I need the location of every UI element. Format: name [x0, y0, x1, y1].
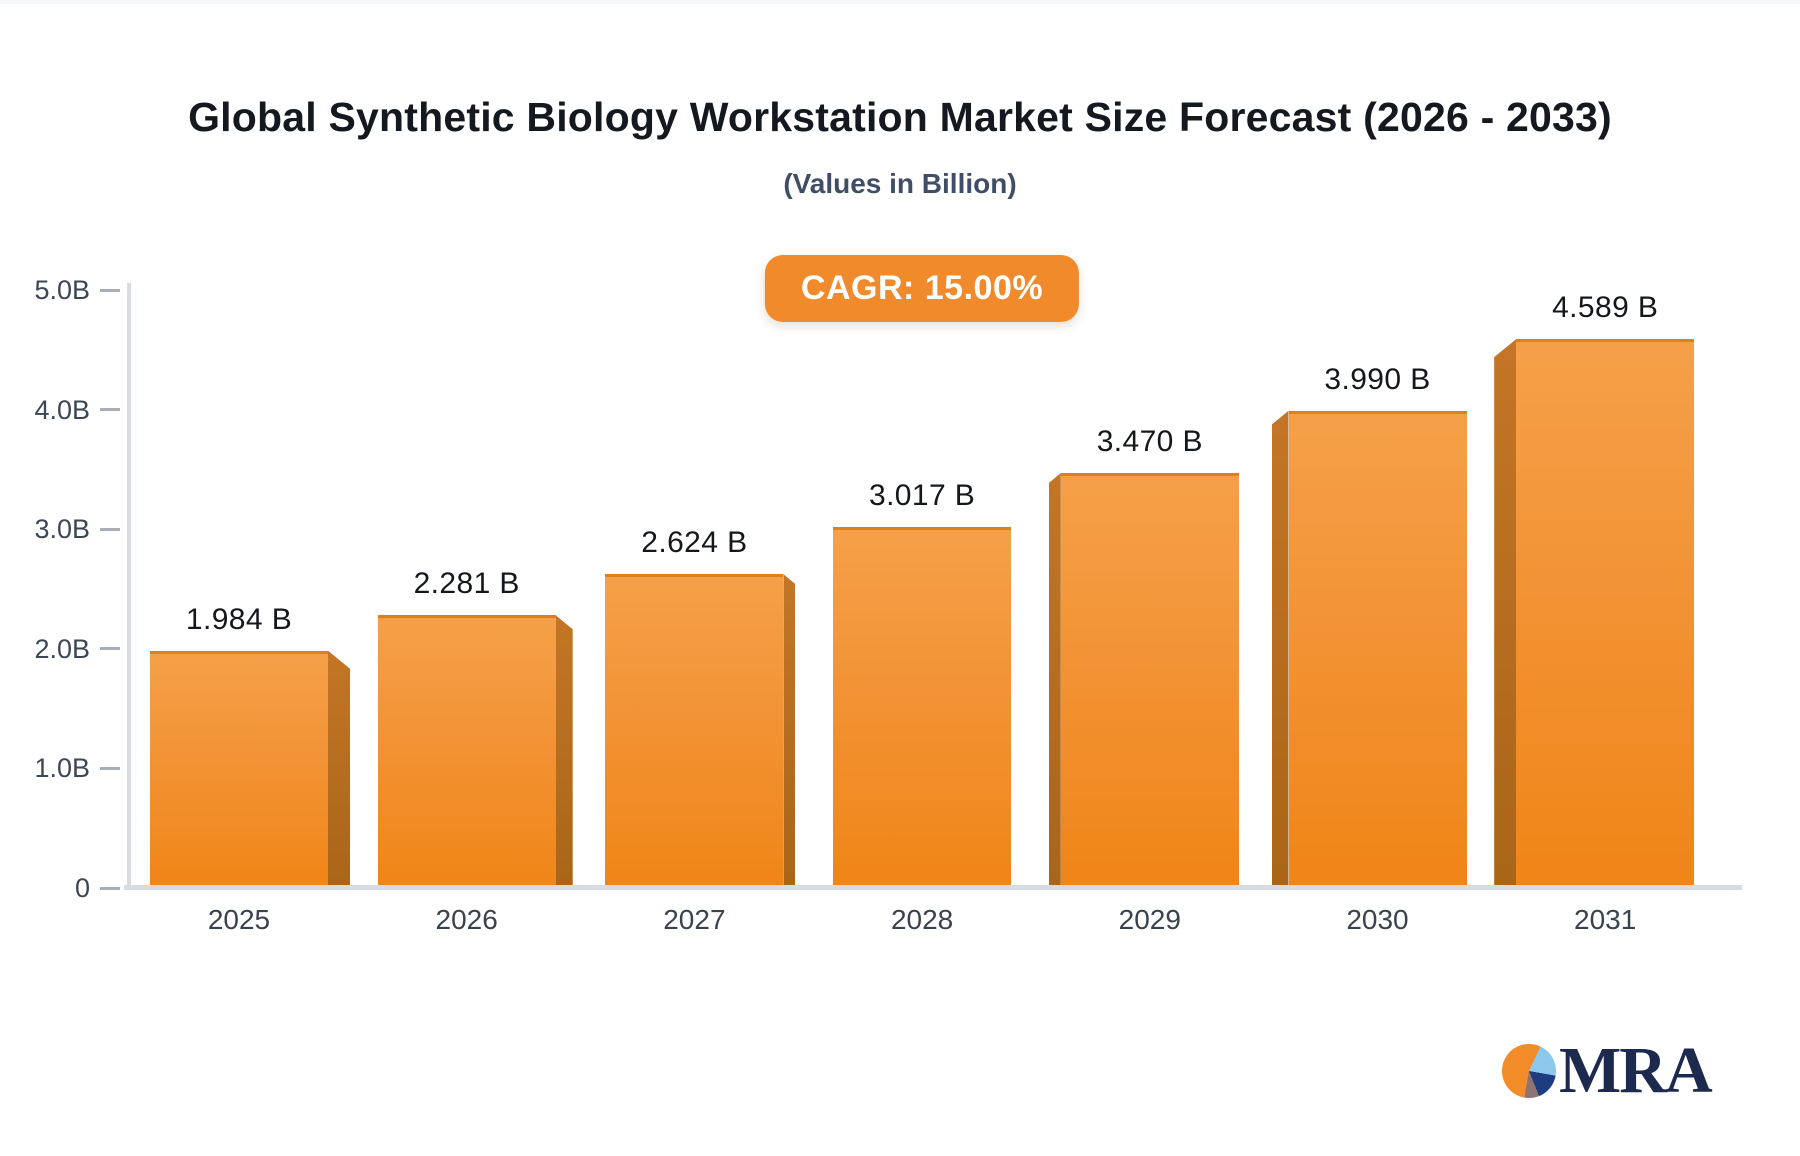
- bar-2028: [833, 527, 1012, 888]
- bar-side-panel: [1494, 339, 1517, 888]
- y-tick-label: 0: [74, 873, 90, 903]
- bar-value-label: 1.984 B: [185, 602, 293, 636]
- bar-2031: [1516, 339, 1695, 888]
- brand-logo: MRA: [1502, 1034, 1713, 1107]
- bar-2025: [150, 650, 328, 888]
- cagr-badge-label: CAGR: 15.00%: [800, 269, 1044, 307]
- bar-2030: [1288, 410, 1467, 888]
- bar-value-label: 2.281 B: [413, 567, 520, 601]
- x-tick-label: 2031: [1574, 904, 1637, 935]
- x-axis-line: [124, 885, 1742, 890]
- y-tick-label: 1.0B: [34, 753, 90, 784]
- bar-side-panel: [555, 615, 573, 888]
- y-tick-label: 5.0B: [34, 275, 90, 305]
- y-tick-mark: [100, 647, 120, 651]
- bar-value-label: 3.470 B: [1096, 424, 1203, 458]
- y-tick-label: 3.0B: [34, 514, 90, 545]
- bar-value-label: 4.589 B: [1552, 291, 1659, 325]
- y-tick-label: 4.0B: [34, 394, 90, 425]
- card-top-edge: [0, 0, 1800, 4]
- bar-value-label: 3.990 B: [1324, 362, 1431, 396]
- x-tick-label: 2028: [890, 904, 954, 935]
- bar-2027: [605, 574, 784, 888]
- y-axis-line: [127, 283, 131, 888]
- chart-subtitle: (Values in Billion): [783, 168, 1017, 199]
- bar-2029: [1060, 472, 1239, 888]
- bar-side-panel: [1048, 472, 1061, 888]
- y-tick-mark: [100, 288, 120, 292]
- y-tick-mark: [100, 766, 120, 770]
- x-tick-label: 2026: [435, 904, 498, 935]
- bar-side-panel: [1271, 410, 1289, 888]
- pie-chart-logo-icon: [1502, 1044, 1556, 1098]
- x-tick-label: 2027: [663, 904, 726, 935]
- bar-side-panel: [783, 574, 796, 888]
- chart-title: Global Synthetic Biology Workstation Mar…: [188, 94, 1612, 140]
- bar-2026: [377, 615, 556, 888]
- y-tick-mark: [100, 886, 120, 890]
- x-tick-label: 2025: [207, 904, 271, 935]
- brand-logo-text: MRA: [1559, 1034, 1713, 1107]
- x-tick-label: 2029: [1118, 904, 1181, 935]
- y-tick-label: 2.0B: [34, 633, 90, 664]
- bar-value-label: 3.017 B: [868, 479, 976, 513]
- x-tick-label: 2030: [1346, 904, 1409, 935]
- bar-value-label: 2.624 B: [641, 526, 748, 560]
- bar-side-panel: [328, 650, 350, 888]
- y-tick-mark: [100, 408, 120, 412]
- y-tick-mark: [100, 527, 120, 531]
- cagr-badge: CAGR: 15.00%: [764, 255, 1080, 322]
